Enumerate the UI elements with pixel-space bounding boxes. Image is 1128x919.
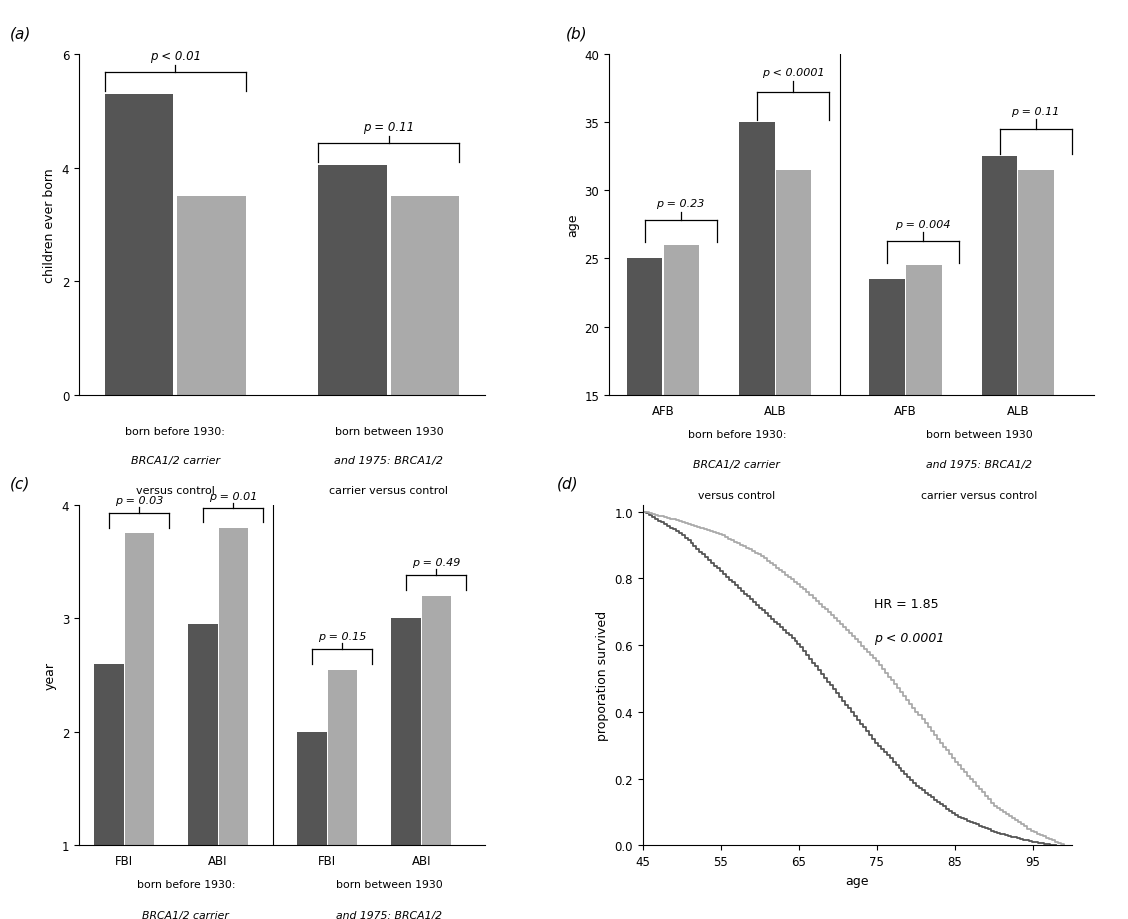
Text: born before 1930:: born before 1930: — [688, 429, 786, 439]
Text: BRCA1/2 carrier: BRCA1/2 carrier — [694, 460, 781, 470]
Bar — [776, 171, 811, 599]
Bar — [318, 165, 387, 395]
Bar — [981, 157, 1017, 599]
Bar — [739, 123, 775, 599]
Text: and 1975: BRCA1/2: and 1975: BRCA1/2 — [926, 460, 1032, 470]
Bar — [627, 259, 662, 599]
Text: p < 0.01: p < 0.01 — [150, 50, 201, 63]
Text: BRCA1/2 carrier: BRCA1/2 carrier — [142, 910, 229, 919]
Bar — [177, 197, 246, 395]
Text: p = 0.01: p = 0.01 — [209, 492, 257, 502]
Bar — [105, 95, 173, 395]
Bar — [124, 534, 155, 919]
Text: p = 0.004: p = 0.004 — [896, 220, 951, 230]
Text: versus control: versus control — [698, 491, 775, 500]
Bar — [391, 197, 459, 395]
Text: p = 0.23: p = 0.23 — [656, 199, 705, 210]
Text: p = 0.11: p = 0.11 — [1012, 107, 1060, 117]
Bar — [188, 625, 218, 919]
Text: carrier versus control: carrier versus control — [922, 491, 1038, 500]
Bar — [906, 266, 942, 599]
Text: p < 0.0001: p < 0.0001 — [761, 68, 825, 78]
Text: p = 0.11: p = 0.11 — [363, 120, 414, 134]
Y-axis label: year: year — [43, 662, 56, 689]
Text: born between 1930: born between 1930 — [336, 879, 442, 890]
Bar — [422, 596, 451, 919]
Text: born between 1930: born between 1930 — [926, 429, 1033, 439]
Text: p = 0.15: p = 0.15 — [318, 631, 367, 641]
Text: BRCA1/2 carrier: BRCA1/2 carrier — [131, 456, 220, 466]
Text: born before 1930:: born before 1930: — [136, 879, 235, 890]
Text: and 1975: BRCA1/2: and 1975: BRCA1/2 — [334, 456, 443, 466]
Y-axis label: children ever born: children ever born — [43, 168, 56, 282]
Text: p = 0.49: p = 0.49 — [412, 558, 460, 568]
Bar — [870, 279, 905, 599]
Text: HR = 1.85: HR = 1.85 — [874, 597, 938, 610]
Text: born between 1930: born between 1930 — [335, 426, 443, 437]
Bar — [327, 670, 358, 919]
Text: versus control: versus control — [135, 485, 214, 495]
Text: (c): (c) — [10, 476, 30, 492]
Bar — [219, 528, 248, 919]
Text: born before 1930:: born before 1930: — [125, 426, 226, 437]
Text: (d): (d) — [557, 476, 579, 492]
Y-axis label: proporation survived: proporation survived — [596, 610, 609, 741]
X-axis label: age: age — [846, 874, 869, 887]
Text: (a): (a) — [10, 26, 32, 41]
Bar — [1019, 171, 1054, 599]
Bar — [391, 618, 421, 919]
Text: and 1975: BRCA1/2: and 1975: BRCA1/2 — [336, 910, 442, 919]
Y-axis label: age: age — [566, 213, 579, 237]
Text: p < 0.0001: p < 0.0001 — [874, 631, 945, 644]
Bar — [663, 245, 699, 599]
Bar — [297, 732, 327, 919]
Text: (b): (b) — [565, 26, 587, 41]
Text: carrier versus control: carrier versus control — [329, 485, 448, 495]
Bar — [94, 664, 124, 919]
Text: p = 0.03: p = 0.03 — [115, 495, 164, 505]
